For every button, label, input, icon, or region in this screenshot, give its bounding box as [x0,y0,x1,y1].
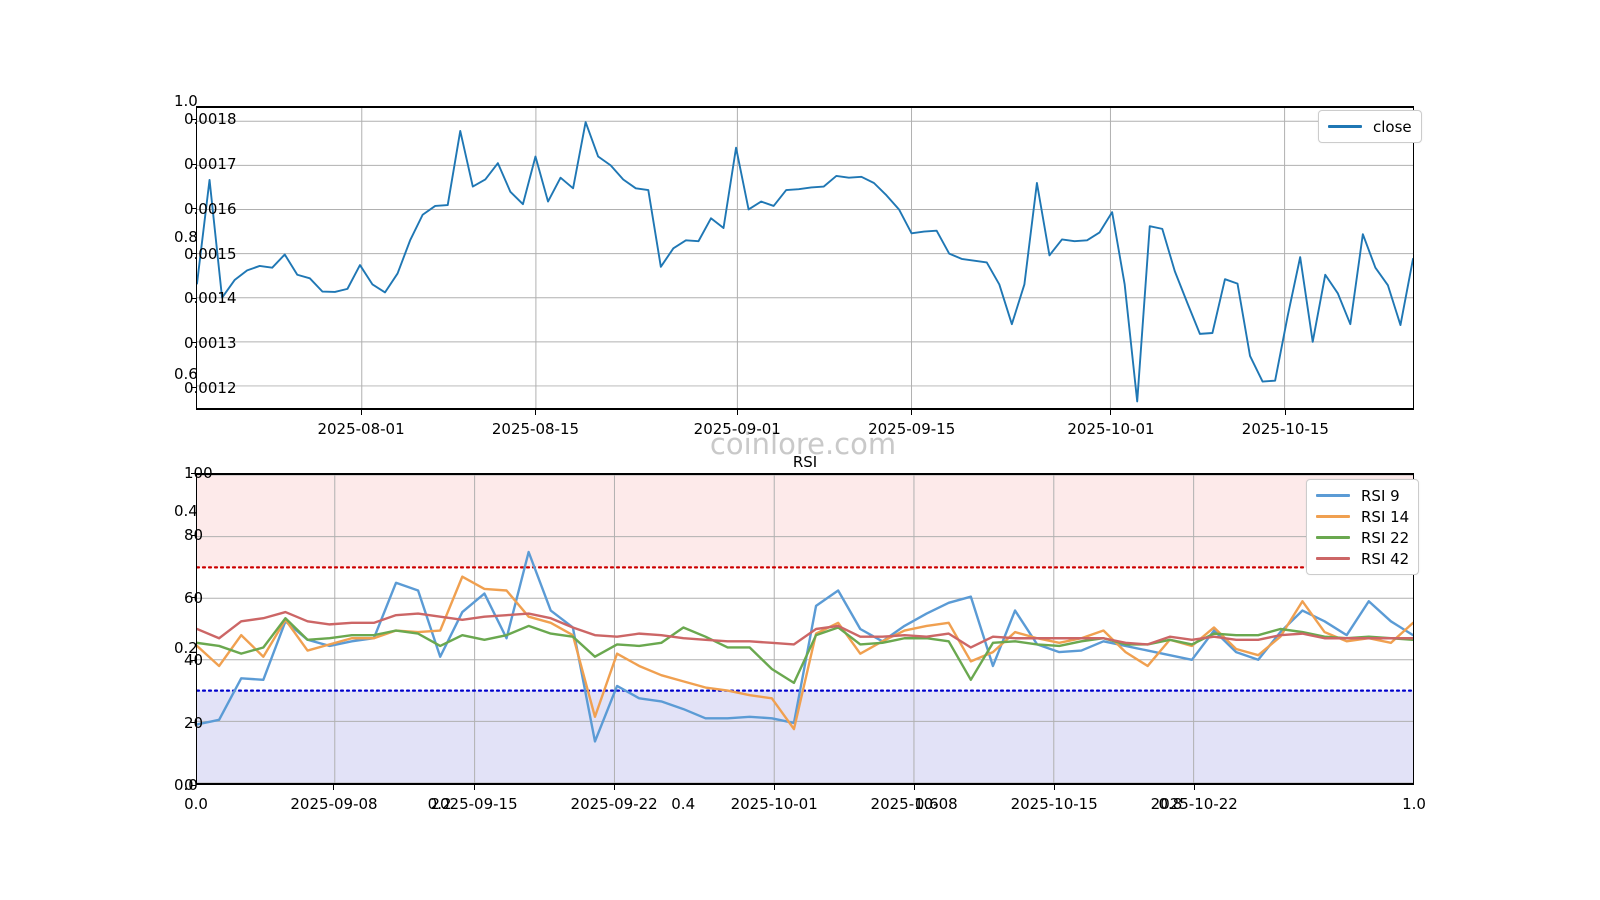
price-x-tick-4: 2025-10-01 [1067,420,1155,438]
price-y-tick-6: 0.0012 [184,378,237,397]
price-y-tickmark [191,297,196,299]
price-chart-plot-area [196,106,1414,410]
rsi-overlay-y-tick-2: 0.0 [174,776,198,794]
legend-item: RSI 9 [1316,485,1409,506]
price-y-tickmark [191,208,196,210]
rsi-x-tick-2: 2025-09-22 [570,795,658,813]
legend-swatch-rsi-9 [1316,494,1350,497]
legend-swatch-close [1328,125,1362,128]
rsi-x-tick-4: 2025-10-08 [870,795,958,813]
price-x-tick-3: 2025-09-15 [868,420,956,438]
rsi-y-tickmark [191,534,196,536]
legend-swatch-rsi-42 [1316,557,1350,560]
price-y-tick-1: 0.0017 [184,155,237,174]
legend-label-close: close [1373,117,1412,136]
rsi-overlay-x-tick-2: 0.4 [671,795,696,813]
legend-label-rsi-9: RSI 9 [1361,486,1400,505]
rsi-x-tickmark [1193,785,1195,790]
price-chart-legend: close [1318,110,1422,143]
rsi-y-tickmark [191,722,196,724]
rsi-overlay-y-tick-0: 0.4 [174,502,198,520]
rsi-overlay-x-tick-4: 0.8 [1158,795,1183,813]
price-y-tickmark [191,342,196,344]
price-overlay-y-tick-1: 0.8 [174,228,198,246]
rsi-x-tickmark [1053,785,1055,790]
legend-label-rsi-22: RSI 22 [1361,528,1410,547]
rsi-overlay-x-tick-3: 0.6 [914,795,939,813]
price-y-tick-2: 0.0016 [184,199,237,218]
price-y-tickmark [191,387,196,389]
rsi-x-tickmark [473,785,475,790]
price-overlay-y-tick-2: 0.6 [174,365,198,383]
price-y-tick-5: 0.0013 [184,333,237,352]
watermark: coinlore.com [709,427,897,461]
price-x-tickmark [911,410,913,415]
rsi-overlay-x-tick-1: 0.2 [427,795,452,813]
price-x-tick-5: 2025-10-15 [1241,420,1329,438]
rsi-x-tick-3: 2025-10-01 [730,795,818,813]
rsi-x-tickmark [613,785,615,790]
legend-label-rsi-14: RSI 14 [1361,507,1410,526]
price-y-tick-0: 0.0018 [184,110,237,129]
price-overlay-y-tick-0: 1.0 [174,92,198,110]
legend-item: RSI 42 [1316,548,1409,569]
price-y-tickmark [191,253,196,255]
legend-swatch-rsi-14 [1316,515,1350,518]
rsi-y-tickmark [191,597,196,599]
rsi-overlay-x-tick-0: 0.0 [184,795,208,813]
legend-item: RSI 22 [1316,527,1409,548]
rsi-chart-plot-area [196,473,1414,785]
rsi-x-tick-6: 2025-10-22 [1150,795,1238,813]
rsi-overlay-x-tick-5: 1.0 [1402,795,1426,813]
legend-item: RSI 14 [1316,506,1409,527]
rsi-x-tick-1: 2025-09-15 [430,795,518,813]
legend-swatch-rsi-22 [1316,536,1350,539]
rsi-x-tick-0: 2025-09-08 [290,795,378,813]
rsi-x-tickmark [333,785,335,790]
price-x-tickmark [360,410,362,415]
price-y-tickmark [191,118,196,120]
rsi-line-chart [197,475,1413,783]
price-x-tickmark [1110,410,1112,415]
price-x-tickmark [736,410,738,415]
rsi-band-1 [197,690,1413,783]
rsi-y-tickmark [191,659,196,661]
rsi-y-tickmark [191,784,196,786]
price-x-tickmark [1284,410,1286,415]
price-x-tick-2: 2025-09-01 [693,420,781,438]
rsi-x-tick-5: 2025-10-15 [1010,795,1098,813]
rsi-x-tickmark [773,785,775,790]
rsi-series-rsi-42 [197,612,1413,647]
rsi-series-rsi-22 [197,618,1413,683]
rsi-y-tick-5: 0 [184,776,194,794]
price-x-tick-0: 2025-08-01 [317,420,405,438]
price-y-tick-4: 0.0014 [184,289,237,308]
price-y-tickmark [191,163,196,165]
rsi-y-tickmark [191,472,196,474]
price-x-tick-1: 2025-08-15 [491,420,580,438]
rsi-panel-title: RSI [792,453,818,471]
price-y-tick-3: 0.0015 [184,244,237,263]
rsi-x-tickmark [913,785,915,790]
price-line-chart [197,108,1413,408]
legend-item: close [1328,116,1412,137]
legend-label-rsi-42: RSI 42 [1361,549,1410,568]
rsi-y-tick-0: 100 [184,464,213,482]
rsi-band-0 [197,475,1413,568]
rsi-overlay-y-tick-1: 0.2 [174,639,198,657]
rsi-chart-legend: RSI 9 RSI 14 RSI 22 RSI 42 [1306,479,1420,575]
price-x-tickmark [534,410,536,415]
